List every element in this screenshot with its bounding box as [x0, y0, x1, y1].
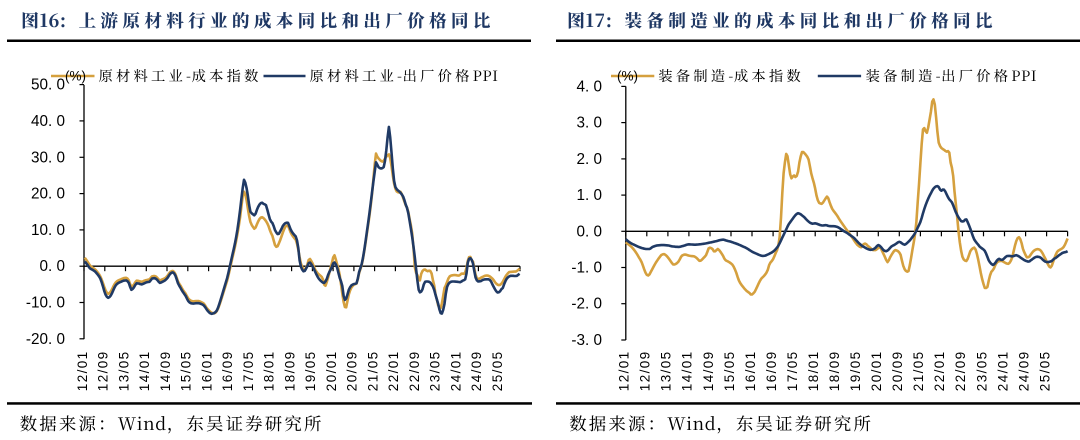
svg-text:30. 0: 30. 0	[31, 149, 65, 166]
svg-text:-10. 0: -10. 0	[26, 295, 65, 312]
svg-text:17/05: 17/05	[241, 350, 256, 391]
svg-text:20/01: 20/01	[869, 350, 884, 391]
svg-text:-1. 0: -1. 0	[571, 260, 602, 277]
svg-text:16/09: 16/09	[764, 350, 779, 391]
svg-text:24/09: 24/09	[469, 350, 484, 391]
svg-text:4. 0: 4. 0	[576, 78, 602, 95]
svg-text:20/01: 20/01	[324, 350, 339, 391]
svg-text:14/09: 14/09	[158, 350, 173, 391]
svg-text:15/05: 15/05	[722, 350, 737, 391]
svg-text:21/05: 21/05	[365, 350, 380, 391]
svg-text:22/09: 22/09	[407, 350, 422, 391]
svg-text:40. 0: 40. 0	[31, 113, 65, 130]
svg-text:-20. 0: -20. 0	[26, 331, 65, 348]
svg-text:25/05: 25/05	[1037, 350, 1052, 391]
svg-text:18/01: 18/01	[806, 350, 821, 391]
svg-text:17/05: 17/05	[785, 350, 800, 391]
svg-text:25/05: 25/05	[490, 350, 505, 391]
svg-text:14/01: 14/01	[680, 350, 695, 391]
svg-text:24/01: 24/01	[995, 350, 1010, 391]
svg-text:12/01: 12/01	[75, 350, 90, 391]
svg-text:18/01: 18/01	[262, 350, 277, 391]
svg-text:14/09: 14/09	[701, 350, 716, 391]
svg-text:-2. 0: -2. 0	[571, 296, 602, 313]
svg-text:22/09: 22/09	[953, 350, 968, 391]
svg-text:23/05: 23/05	[974, 350, 989, 391]
svg-text:13/05: 13/05	[116, 350, 131, 391]
svg-text:24/09: 24/09	[1016, 350, 1031, 391]
svg-text:16/09: 16/09	[220, 350, 235, 391]
svg-text:18/09: 18/09	[282, 350, 297, 391]
svg-text:10. 0: 10. 0	[31, 222, 65, 239]
svg-text:19/05: 19/05	[848, 350, 863, 391]
svg-text:21/05: 21/05	[911, 350, 926, 391]
svg-text:12/09: 12/09	[638, 350, 653, 391]
svg-text:0. 0: 0. 0	[39, 258, 65, 275]
svg-text:1. 0: 1. 0	[576, 187, 602, 204]
svg-text:12/09: 12/09	[96, 350, 111, 391]
svg-text:14/01: 14/01	[137, 350, 152, 391]
svg-text:23/05: 23/05	[428, 350, 443, 391]
svg-text:-3. 0: -3. 0	[571, 332, 602, 349]
svg-text:2. 0: 2. 0	[576, 151, 602, 168]
svg-text:(%): (%)	[65, 69, 86, 84]
svg-text:24/01: 24/01	[449, 350, 464, 391]
svg-text:16/01: 16/01	[199, 350, 214, 391]
svg-text:20/09: 20/09	[345, 350, 360, 391]
svg-text:13/05: 13/05	[659, 350, 674, 391]
svg-text:18/09: 18/09	[827, 350, 842, 391]
svg-text:(%): (%)	[617, 69, 638, 84]
svg-text:22/01: 22/01	[932, 350, 947, 391]
svg-text:0. 0: 0. 0	[576, 223, 602, 240]
svg-text:16/01: 16/01	[743, 350, 758, 391]
svg-text:20. 0: 20. 0	[31, 186, 65, 203]
svg-text:15/05: 15/05	[179, 350, 194, 391]
svg-text:3. 0: 3. 0	[576, 115, 602, 132]
svg-text:19/05: 19/05	[303, 350, 318, 391]
svg-text:12/01: 12/01	[617, 350, 632, 391]
svg-text:20/09: 20/09	[890, 350, 905, 391]
svg-text:50. 0: 50. 0	[31, 77, 65, 94]
svg-text:22/01: 22/01	[386, 350, 401, 391]
